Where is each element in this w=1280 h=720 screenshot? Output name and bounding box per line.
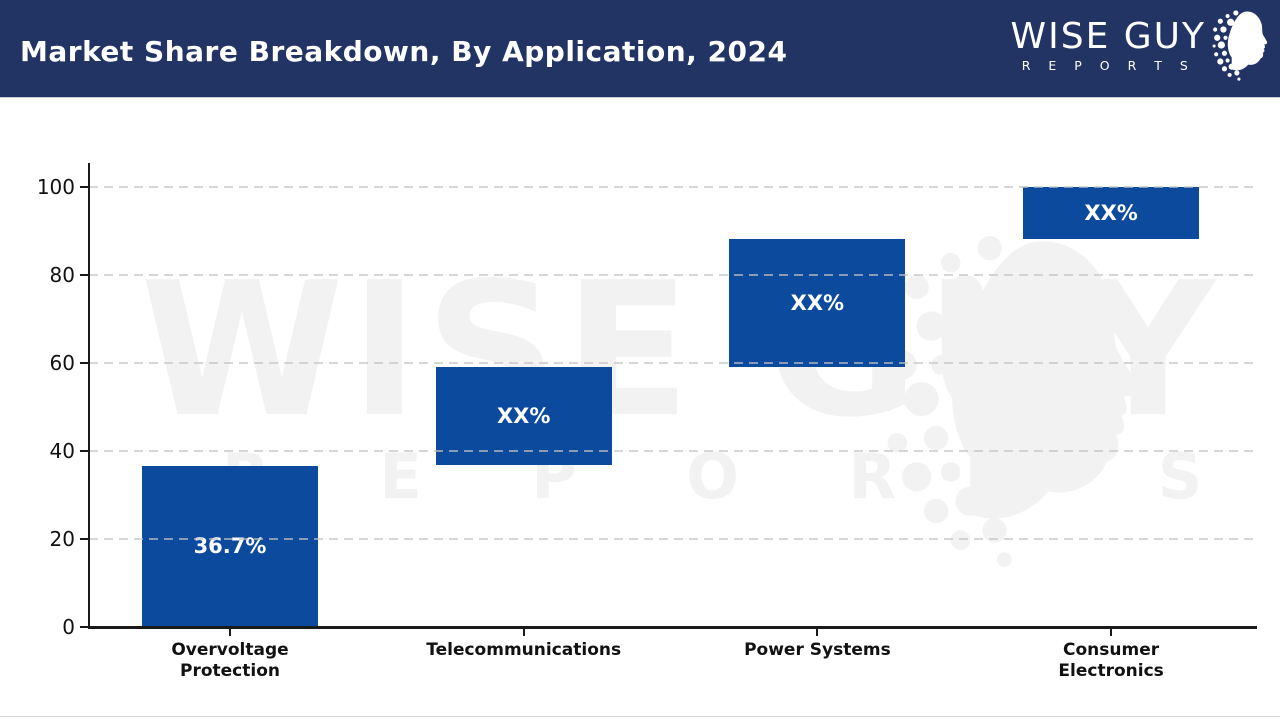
gridline (89, 274, 1256, 276)
y-tick-label: 40 (49, 439, 75, 463)
y-tick-mark (80, 362, 88, 364)
x-category-label: Consumer Electronics (1058, 640, 1164, 681)
y-tick-mark (80, 538, 88, 540)
bar-segment: XX% (435, 367, 612, 466)
x-tick-mark (816, 629, 819, 636)
x-category-label: Overvoltage Protection (171, 640, 289, 681)
header-bar: Market Share Breakdown, By Application, … (0, 0, 1280, 98)
gridline (89, 538, 1256, 540)
y-tick-mark (80, 274, 88, 276)
x-tick-mark (522, 629, 525, 636)
y-tick-label: 20 (49, 527, 75, 551)
bar-segment: XX% (1023, 187, 1200, 239)
x-tick-mark (1110, 629, 1113, 636)
brand-name: WISE GUY (1010, 16, 1206, 57)
y-tick-label: 0 (62, 615, 75, 639)
x-category-label: Power Systems (744, 640, 891, 660)
x-category-label: Telecommunications (426, 640, 622, 660)
bar-segment: 36.7% (142, 465, 318, 627)
y-tick-label: 60 (49, 351, 75, 375)
bottom-divider (0, 716, 1280, 717)
bar-value-label: XX% (1084, 200, 1138, 225)
y-tick-mark (80, 450, 88, 452)
brand-logo-text: WISE GUY R E P O R T S (1010, 16, 1207, 74)
gridline (89, 186, 1256, 188)
y-tick-mark (80, 186, 88, 188)
x-axis-line (88, 626, 1257, 629)
y-tick-label: 80 (49, 263, 75, 287)
wiseguy-head-icon (1210, 6, 1272, 84)
y-tick-label: 100 (36, 175, 75, 199)
watermark-head-icon (868, 228, 1160, 570)
y-tick-mark (80, 626, 88, 628)
gridline (89, 450, 1256, 452)
bar-value-label: XX% (496, 404, 551, 429)
bar-value-label: XX% (790, 291, 845, 316)
brand-tagline: R E P O R T S (1021, 58, 1195, 73)
gridline (89, 362, 1256, 364)
bar-segment: XX% (729, 238, 906, 368)
page-title: Market Share Breakdown, By Application, … (20, 35, 788, 68)
brand-logo: WISE GUY R E P O R T S (1011, 6, 1273, 84)
y-axis-line (88, 163, 90, 629)
x-tick-mark (229, 629, 231, 636)
